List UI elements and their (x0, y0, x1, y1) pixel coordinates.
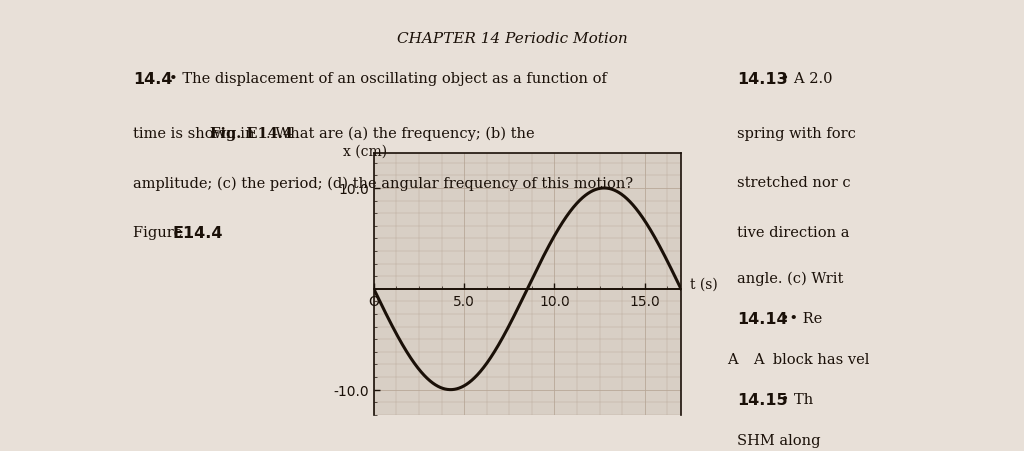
Text: stretched nor c: stretched nor c (737, 176, 851, 190)
Text: •• Re: •• Re (776, 311, 822, 325)
Text: time is shown in: time is shown in (133, 126, 259, 140)
Text: A: A (727, 352, 737, 366)
Text: . What are (a) the frequency; (b) the: . What are (a) the frequency; (b) the (266, 126, 535, 141)
Text: E14.4: E14.4 (172, 226, 222, 240)
Text: tive direction a: tive direction a (737, 226, 850, 239)
Text: 14.4: 14.4 (133, 72, 173, 87)
Text: Figure: Figure (133, 226, 187, 239)
Text: • A 2.0: • A 2.0 (776, 72, 833, 86)
Text: angle. (c) Writ: angle. (c) Writ (737, 271, 844, 285)
Text: amplitude; (c) the period; (d) the angular frequency of this motion?: amplitude; (c) the period; (d) the angul… (133, 176, 633, 190)
Text: spring with forc: spring with forc (737, 126, 856, 140)
Text: SHM along: SHM along (737, 433, 821, 447)
Text: • The displacement of an oscillating object as a function of: • The displacement of an oscillating obj… (169, 72, 607, 86)
Text: 14.13: 14.13 (737, 72, 787, 87)
Text: x (cm): x (cm) (343, 144, 387, 158)
Text: 14.15: 14.15 (737, 392, 787, 407)
Text: t (s): t (s) (690, 277, 718, 291)
Text: Fig. E14.4: Fig. E14.4 (210, 126, 293, 140)
Text: CHAPTER 14 Periodic Motion: CHAPTER 14 Periodic Motion (396, 32, 628, 46)
Text: • Th: • Th (776, 392, 813, 406)
Text: 14.14: 14.14 (737, 311, 787, 326)
Text: A  block has vel: A block has vel (753, 352, 869, 366)
